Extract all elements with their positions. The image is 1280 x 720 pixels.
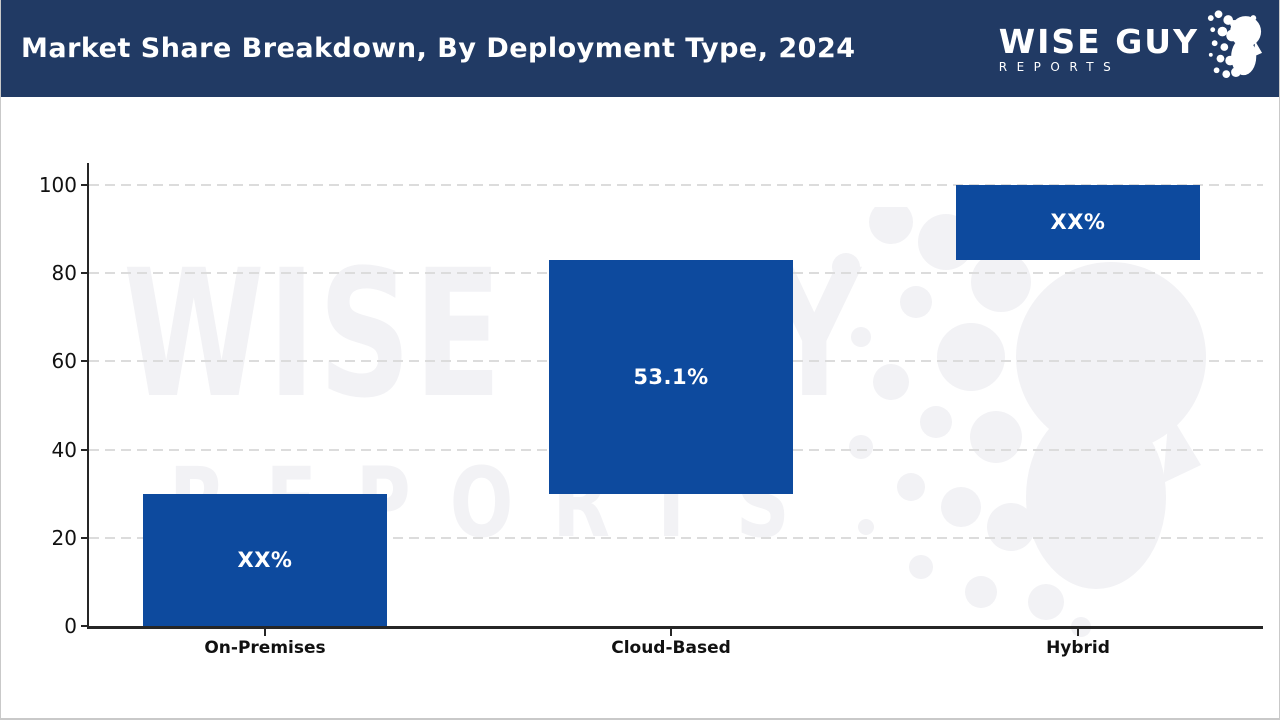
logo-head-icon <box>1207 9 1263 78</box>
y-tickmark-100 <box>81 184 89 186</box>
logo-subtext: REPORTS <box>998 59 1121 74</box>
y-tick-label-20: 20 <box>51 525 77 550</box>
plot: 0 20 40 60 80 100 XX% 53.1% XX% On-Premises Cloud-… <box>1 97 1279 718</box>
chart-area: WISE GUY REPORTS 0 20 40 60 80 100 XX% 53.1% XX%… <box>1 97 1279 718</box>
bar-cloud-based: 53.1% <box>549 259 793 494</box>
bar-hybrid: XX% <box>956 185 1200 260</box>
y-tickmark-20 <box>81 536 89 539</box>
bar-on-premises: XX% <box>143 493 387 626</box>
logo-text: WISE GUY REPORTS <box>999 25 1199 73</box>
bar-label-hybrid: XX% <box>1050 210 1106 235</box>
gridline-20 <box>89 536 1263 539</box>
y-tick-label-100: 100 <box>38 173 77 197</box>
logo-wordmark: WISE GUY <box>998 21 1199 61</box>
y-axis-line <box>87 163 89 628</box>
y-tickmark-60 <box>81 360 89 363</box>
y-tickmark-40 <box>81 448 89 451</box>
y-tick-label-0: 0 <box>64 614 77 638</box>
bar-label-on-premises: XX% <box>237 547 293 572</box>
brand-logo: WISE GUY REPORTS <box>999 9 1263 89</box>
y-tick-label-40: 40 <box>51 437 77 462</box>
gridline-100 <box>89 184 1263 186</box>
x-tick-label-hybrid: Hybrid <box>1046 638 1110 658</box>
y-tickmark-0 <box>81 625 89 627</box>
x-tickmark-hybrid <box>1077 629 1079 636</box>
page-title: Market Share Breakdown, By Deployment Ty… <box>21 33 856 64</box>
y-tick-label-80: 80 <box>51 261 77 286</box>
x-axis-line <box>87 626 1263 629</box>
y-tick-label-60: 60 <box>51 349 77 374</box>
x-tickmark-cloud-based <box>670 629 672 636</box>
x-tick-label-cloud-based: Cloud-Based <box>611 638 731 658</box>
x-tickmark-on-premises <box>264 629 266 636</box>
bar-label-cloud-based: 53.1% <box>633 364 709 389</box>
y-tickmark-80 <box>81 272 89 275</box>
header: Market Share Breakdown, By Deployment Ty… <box>1 0 1279 97</box>
x-tick-label-on-premises: On-Premises <box>204 638 326 658</box>
